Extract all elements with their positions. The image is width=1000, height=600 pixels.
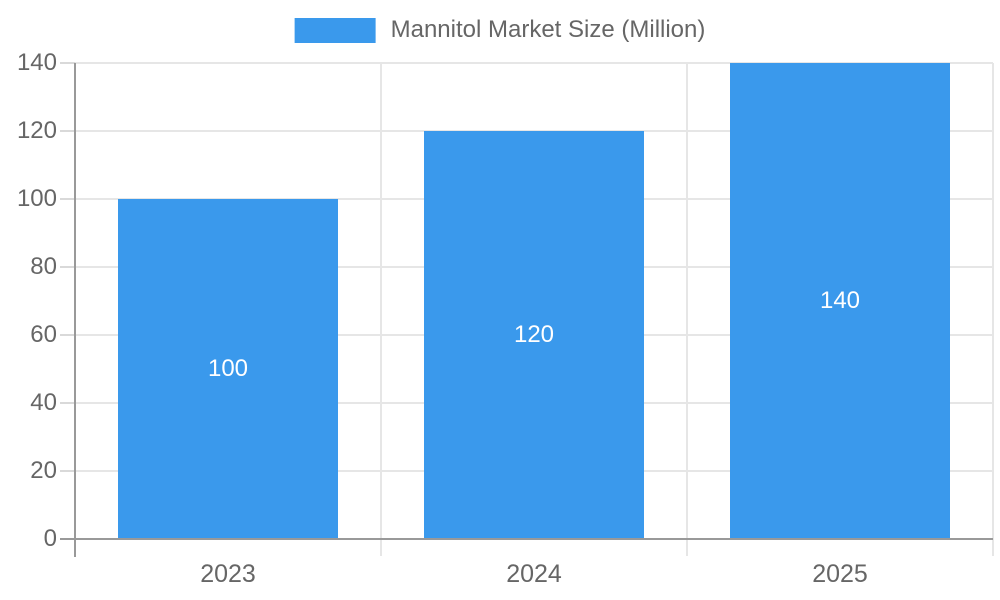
bar-2025[interactable]: [730, 63, 950, 539]
y-axis-label: 80: [30, 253, 57, 280]
y-axis-tick: [60, 266, 75, 268]
y-axis-label: 120: [16, 117, 57, 144]
y-axis-tick: [60, 402, 75, 404]
x-axis-label: 2025: [812, 560, 868, 588]
bar-2023[interactable]: [118, 199, 338, 539]
y-axis-tick: [60, 130, 75, 132]
bar-value-label: 140: [819, 287, 861, 314]
y-axis-label: 40: [30, 389, 57, 416]
y-axis-tick: [60, 62, 75, 64]
y-axis-label: 20: [30, 457, 57, 484]
y-axis-label: 0: [43, 525, 57, 552]
bar-value-label: 100: [207, 355, 249, 382]
y-axis-tick: [60, 334, 75, 336]
legend-color-swatch-icon: [294, 17, 376, 43]
y-axis-label: 60: [30, 321, 57, 348]
y-axis-tick: [60, 198, 75, 200]
y-axis-label: 140: [16, 49, 57, 76]
legend: Mannitol Market Size (Million): [294, 16, 706, 44]
x-axis-label: 2024: [506, 560, 562, 588]
x-axis-label: 2023: [200, 560, 256, 588]
bar-2024[interactable]: [424, 131, 644, 539]
y-axis-tick: [60, 470, 75, 472]
y-axis-label: 100: [16, 185, 57, 212]
v-gridline: [992, 63, 994, 556]
legend-item[interactable]: Mannitol Market Size (Million): [294, 16, 706, 44]
h-gridline: [75, 62, 993, 64]
legend-label: Mannitol Market Size (Million): [390, 16, 706, 43]
bar-value-label: 120: [513, 321, 555, 348]
y-axis-line: [74, 63, 76, 557]
v-gridline: [380, 63, 382, 556]
x-axis-line: [60, 538, 993, 540]
v-gridline: [686, 63, 688, 556]
